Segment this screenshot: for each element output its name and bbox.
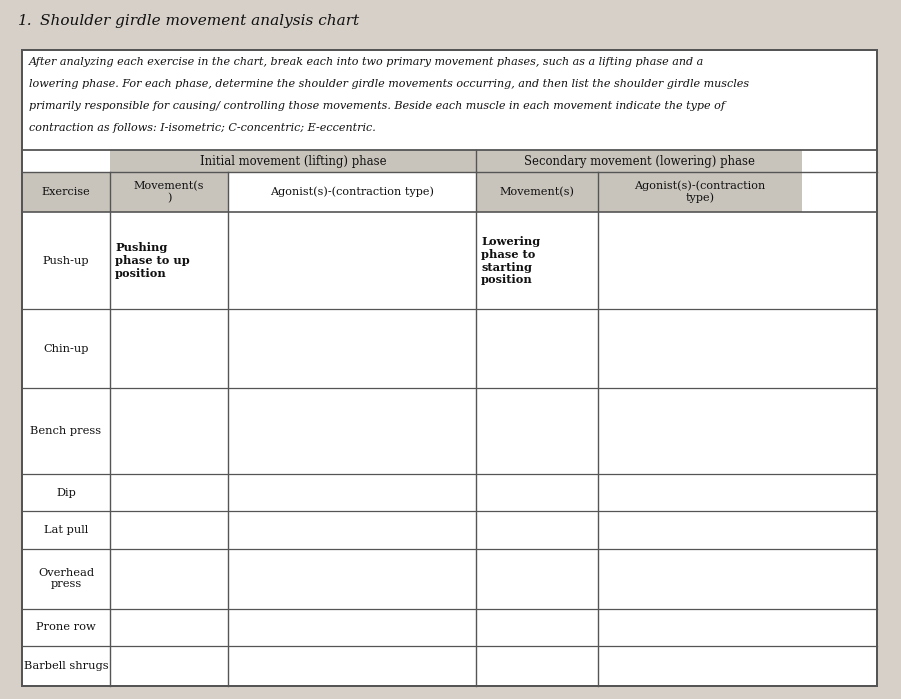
Text: primarily responsible for causing/ controlling those movements. Beside each musc: primarily responsible for causing/ contr… <box>29 101 725 111</box>
Text: Prone row: Prone row <box>36 622 96 633</box>
Text: Movement(s
): Movement(s ) <box>133 181 205 203</box>
Text: Movement(s): Movement(s) <box>499 187 575 197</box>
Bar <box>110 150 476 172</box>
Text: Exercise: Exercise <box>41 187 90 197</box>
Bar <box>110 172 228 212</box>
Bar <box>22 172 110 212</box>
Text: Bench press: Bench press <box>31 426 102 436</box>
Text: Lowering
phase to
starting
position: Lowering phase to starting position <box>481 236 541 285</box>
Text: lowering phase. For each phase, determine the shoulder girdle movements occurrin: lowering phase. For each phase, determin… <box>29 79 749 89</box>
Text: Push-up: Push-up <box>42 256 89 266</box>
Text: Shoulder girdle movement analysis chart: Shoulder girdle movement analysis chart <box>40 14 359 28</box>
Text: Lat pull: Lat pull <box>44 525 88 535</box>
Text: After analyzing each exercise in the chart, break each into two primary movement: After analyzing each exercise in the cha… <box>29 57 705 67</box>
Text: Secondary movement (lowering) phase: Secondary movement (lowering) phase <box>523 154 754 168</box>
Text: Overhead
press: Overhead press <box>38 568 94 589</box>
Text: 1.: 1. <box>18 14 32 28</box>
Text: contraction as follows: I-isometric; C-concentric; E-eccentric.: contraction as follows: I-isometric; C-c… <box>29 123 376 133</box>
Text: Chin-up: Chin-up <box>43 344 89 354</box>
Text: Pushing
phase to up
position: Pushing phase to up position <box>115 243 190 279</box>
Text: Initial movement (lifting) phase: Initial movement (lifting) phase <box>200 154 387 168</box>
Text: Agonist(s)-(contraction type): Agonist(s)-(contraction type) <box>270 187 434 197</box>
Text: Dip: Dip <box>56 488 76 498</box>
Bar <box>476 172 598 212</box>
Text: Barbell shrugs: Barbell shrugs <box>23 661 108 671</box>
Text: Agonist(s)-(contraction
type): Agonist(s)-(contraction type) <box>634 180 766 203</box>
Bar <box>598 172 802 212</box>
Bar <box>476 150 802 172</box>
